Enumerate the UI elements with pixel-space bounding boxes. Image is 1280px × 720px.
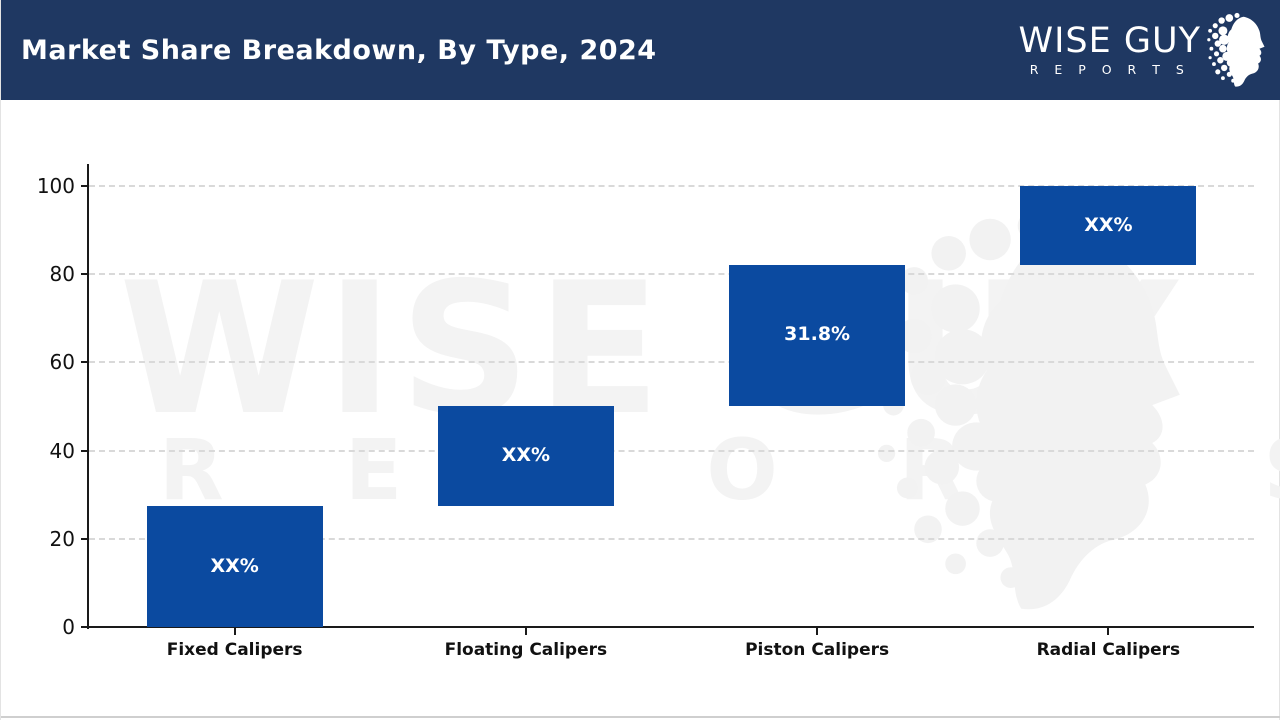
- y-tick-mark: [81, 626, 89, 628]
- bar-value-label: XX%: [1084, 213, 1133, 236]
- y-tick-label: 20: [49, 526, 75, 551]
- logo-tagline-text: R E P O R T S: [1029, 61, 1190, 77]
- x-tick-mark: [233, 628, 236, 635]
- x-category-label: Piston Calipers: [745, 640, 890, 660]
- x-category-label: Fixed Calipers: [166, 640, 303, 660]
- bar-value-label: XX%: [501, 443, 551, 466]
- y-tick-mark: [81, 361, 89, 364]
- page-title: Market Share Breakdown, By Type, 2024: [21, 34, 657, 66]
- y-tick-label: 60: [49, 350, 75, 375]
- x-tick-mark: [524, 628, 527, 635]
- x-category-label: Radial Calipers: [1036, 640, 1181, 660]
- x-axis-line: [87, 626, 1254, 628]
- x-category-label: Floating Calipers: [444, 640, 608, 660]
- y-tick-label: 80: [49, 262, 75, 287]
- gridline-60: [89, 361, 1254, 364]
- y-tick-label: 0: [62, 615, 75, 639]
- page-bottom-border: [1, 716, 1280, 718]
- x-tick-mark: [1107, 628, 1110, 635]
- y-tick-mark: [81, 537, 89, 540]
- logo-head-icon: [1205, 11, 1269, 89]
- header-bar: Market Share Breakdown, By Type, 2024 WI…: [1, 0, 1280, 100]
- logo-name-text: WISE GUY: [1018, 21, 1201, 62]
- y-tick-mark: [81, 273, 89, 276]
- bar-segment: [729, 265, 906, 406]
- y-tick-mark: [81, 185, 89, 187]
- y-tick-label: 100: [36, 174, 75, 198]
- wise-guy-logo: WISE GUY R E P O R T S: [1018, 6, 1269, 94]
- y-tick-mark: [81, 449, 89, 452]
- x-tick-mark: [816, 628, 819, 635]
- bar-value-label: XX%: [210, 554, 259, 577]
- gridline-20: [89, 537, 1254, 540]
- watermark-head-icon: [859, 205, 1204, 619]
- bar-value-label: 31.8%: [784, 323, 851, 346]
- y-tick-label: 40: [49, 438, 75, 463]
- y-axis-line: [87, 164, 89, 629]
- gridline-80: [89, 273, 1254, 276]
- bar-segment: [1020, 186, 1197, 266]
- gridline-40: [89, 449, 1254, 452]
- bar-segment: [146, 506, 323, 627]
- logo-wordmark: WISE GUY R E P O R T S: [1018, 23, 1201, 77]
- gridline-100: [89, 185, 1254, 187]
- bar-segment: [437, 405, 614, 507]
